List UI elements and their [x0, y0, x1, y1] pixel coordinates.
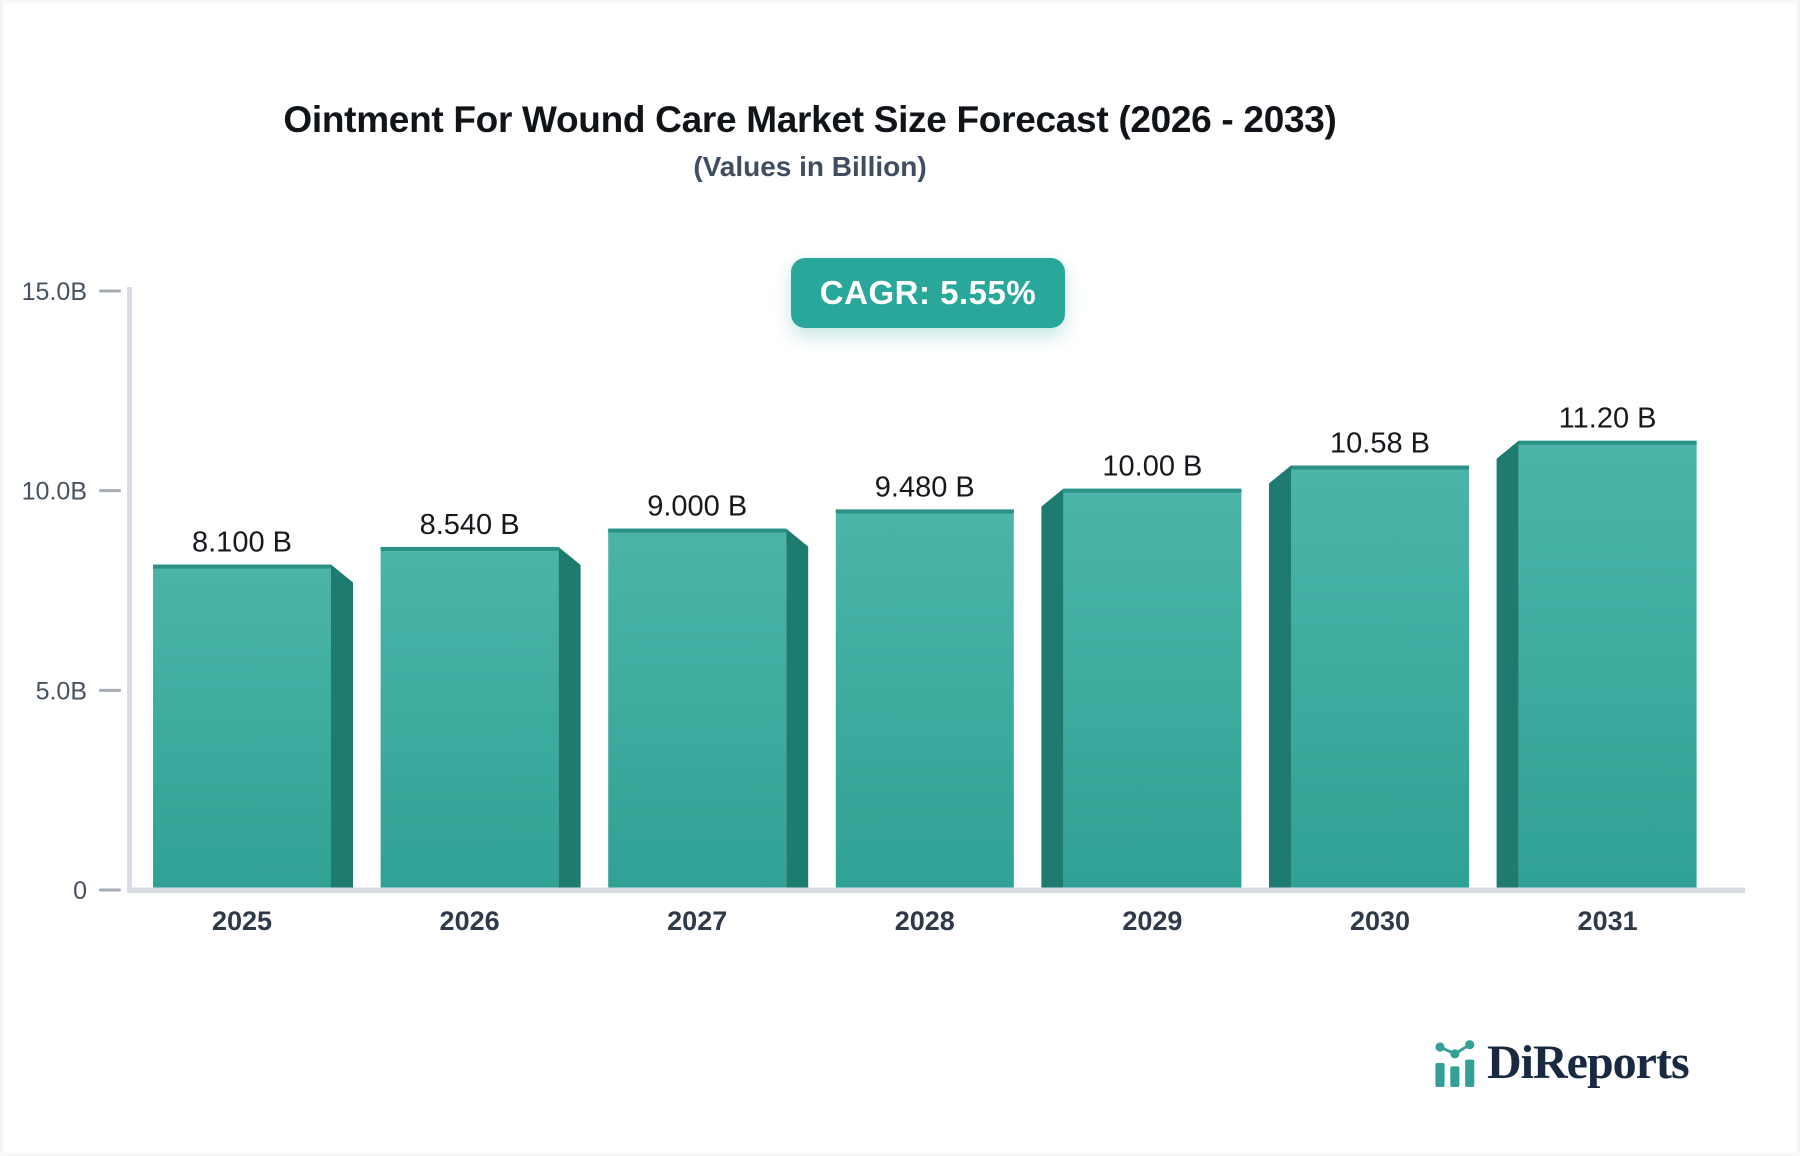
bar-top-edge [380, 546, 559, 551]
bar-2029 [1063, 488, 1242, 888]
y-axis-tick [99, 688, 121, 692]
x-axis-label: 2030 [1350, 906, 1410, 936]
bar-chart: 15.0B 10.0B 5.0B 0 8.100 B 2025 8.540 B 2026 9.0… [22, 278, 1745, 936]
bar-2026 [380, 546, 559, 888]
bar-side-face [786, 528, 809, 888]
bar-value-label: 9.480 B [875, 471, 975, 503]
y-axis-label: 5.0B [36, 677, 87, 705]
bar-value-label: 10.00 B [1102, 451, 1202, 483]
bar-top-edge [608, 528, 787, 533]
bar-2030 [1291, 465, 1469, 888]
mini-bar-chart-icon [1435, 1040, 1475, 1087]
bar-2028 [835, 509, 1014, 888]
x-axis-label: 2025 [212, 906, 272, 936]
cagr-badge: CAGR: 5.55% [791, 258, 1065, 328]
direports-logo: DiReports [1433, 1035, 1690, 1091]
logo-text: DiReports [1487, 1036, 1690, 1089]
x-axis-label: 2028 [895, 906, 955, 936]
y-axis-line [127, 287, 132, 893]
x-axis-label: 2031 [1578, 906, 1638, 936]
bar-side-face [558, 546, 581, 888]
y-axis-label: 15.0B [22, 278, 87, 306]
bar-2031 [1518, 440, 1697, 888]
bar-side-face [1269, 465, 1291, 888]
x-axis-label: 2026 [440, 906, 500, 936]
y-axis-tick [99, 888, 121, 892]
bar-value-label: 11.20 B [1559, 403, 1657, 435]
bar-top-edge [1518, 440, 1697, 445]
bar-side-face [1496, 440, 1519, 888]
bar-top-edge [1063, 488, 1242, 493]
bar-top-edge [153, 564, 331, 569]
bar-side-face [1041, 488, 1064, 888]
y-axis-label: 0 [73, 877, 87, 905]
bar-value-label: 10.58 B [1330, 428, 1430, 460]
chart-subtitle: (Values in Billion) [693, 151, 927, 182]
bar-top-edge [1291, 465, 1469, 470]
x-axis-line [127, 887, 1745, 893]
bar-2025 [153, 564, 331, 888]
bar-value-label: 9.000 B [647, 491, 747, 523]
bar-value-label: 8.540 B [420, 509, 520, 541]
bar-2027 [608, 528, 787, 888]
x-axis-label: 2029 [1122, 906, 1182, 936]
bar-side-face [331, 564, 353, 888]
y-axis-tick [99, 489, 121, 493]
y-axis-label: 10.0B [22, 478, 87, 506]
x-axis-label: 2027 [667, 906, 727, 936]
bar-value-label: 8.100 B [192, 527, 292, 559]
chart-title: Ointment For Wound Care Market Size Fore… [283, 99, 1337, 140]
bar-top-edge [835, 509, 1014, 514]
y-axis-tick [99, 289, 121, 293]
